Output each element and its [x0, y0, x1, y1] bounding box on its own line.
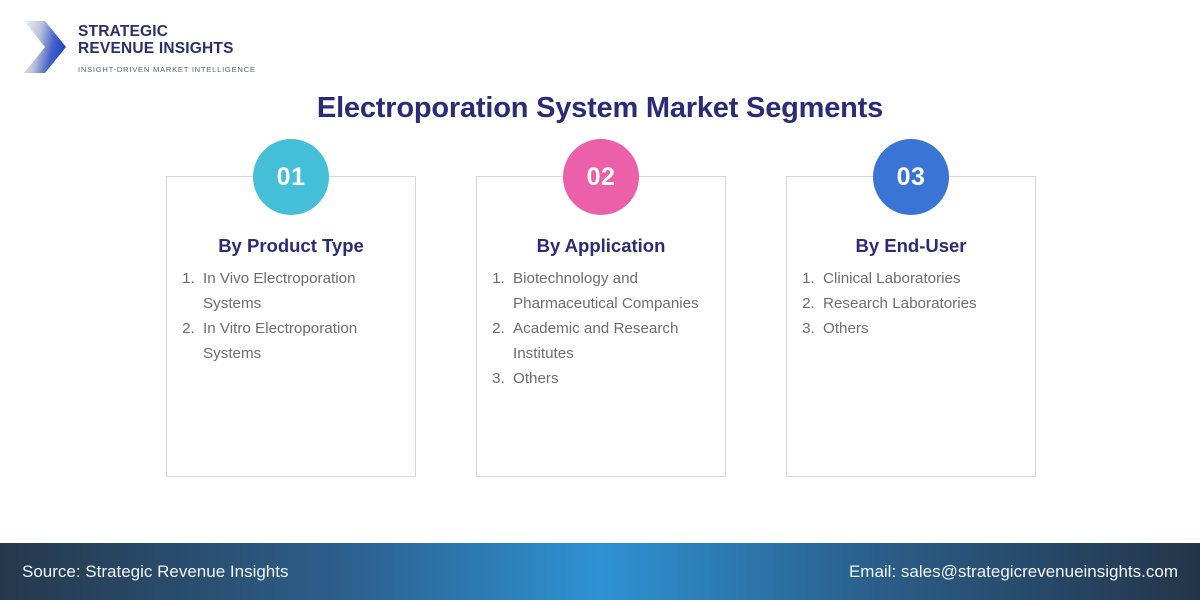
footer-email: Email: sales@strategicrevenueinsights.co… — [848, 561, 1178, 581]
brand-logo-text: STRATEGIC REVENUE INSIGHTS INSIGHT-DRIVE… — [78, 18, 256, 74]
segment-card-2: 02 By Application Biotechnology and Phar… — [476, 139, 726, 477]
segment-card-3: 03 By End-User Clinical Laboratories Res… — [786, 139, 1036, 477]
list-item: In Vitro Electroporation Systems — [199, 316, 401, 366]
segment-list-1: In Vivo Electroporation Systems In Vitro… — [167, 266, 415, 366]
list-item: Clinical Laboratories — [819, 266, 1021, 291]
footer-bar: Source: Strategic Revenue Insights Email… — [0, 543, 1200, 600]
list-item: Others — [819, 316, 1021, 341]
segment-badge-2: 02 — [563, 139, 639, 215]
list-item: Academic and Research Institutes — [509, 316, 711, 366]
segment-heading-3: By End-User — [855, 235, 967, 256]
segment-card-1: 01 By Product Type In Vivo Electroporati… — [166, 139, 416, 477]
list-item: In Vivo Electroporation Systems — [199, 266, 401, 316]
footer-source: Source: Strategic Revenue Insights — [22, 561, 289, 581]
brand-tagline: INSIGHT-DRIVEN MARKET INTELLIGENCE — [78, 65, 256, 74]
list-item: Research Laboratories — [819, 291, 1021, 316]
brand-logo: STRATEGIC REVENUE INSIGHTS INSIGHT-DRIVE… — [22, 18, 256, 76]
segment-heading-2: By Application — [536, 235, 666, 256]
list-item: Biotechnology and Pharmaceutical Compani… — [509, 266, 711, 316]
brand-name-line1: STRATEGIC — [78, 23, 169, 40]
segment-list-2: Biotechnology and Pharmaceutical Compani… — [477, 266, 725, 391]
segment-heading-1: By Product Type — [218, 235, 364, 256]
segment-list-3: Clinical Laboratories Research Laborator… — [787, 266, 1035, 341]
segment-cards: 01 By Product Type In Vivo Electroporati… — [166, 139, 1036, 477]
page-title: Electroporation System Market Segments — [316, 92, 884, 124]
chevron-right-logo-icon — [24, 21, 66, 73]
list-item: Others — [509, 366, 711, 391]
segment-badge-3: 03 — [873, 139, 949, 215]
brand-name-line2: REVENUE INSIGHTS — [78, 40, 234, 57]
segment-badge-1: 01 — [253, 139, 329, 215]
